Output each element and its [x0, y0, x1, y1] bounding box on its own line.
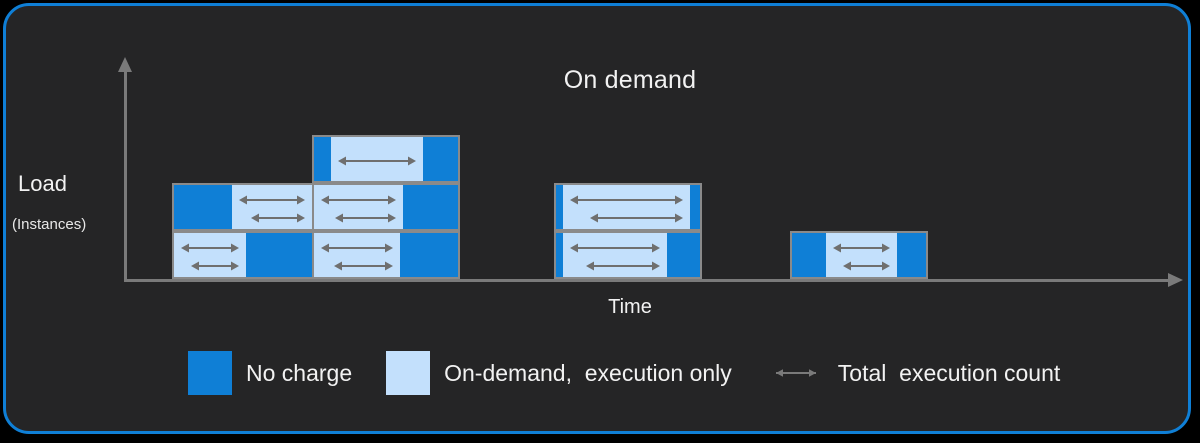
segment-no-charge — [792, 233, 826, 277]
segment-no-charge — [556, 185, 563, 229]
instance-block — [312, 231, 460, 279]
instance-block — [554, 231, 702, 279]
chart-title: On demand — [563, 66, 697, 94]
instance-block — [172, 231, 314, 279]
instance-block — [312, 183, 460, 231]
arrow-up-icon — [118, 57, 132, 72]
execution-count-arrows — [833, 243, 890, 271]
segment-no-charge — [314, 137, 331, 181]
legend-item-on-demand: On-demand, execution only — [386, 351, 732, 395]
arrow-right-icon — [1168, 273, 1183, 287]
x-axis-label: Time — [608, 296, 652, 318]
segment-on-demand — [826, 233, 897, 277]
legend-swatch-no-charge — [188, 351, 232, 395]
legend-item-no-charge: No charge — [188, 351, 352, 395]
double-arrow-icon — [775, 369, 816, 377]
legend-item-execution-count: Total execution count — [766, 360, 1060, 387]
instance-block — [790, 231, 928, 279]
instance-block — [554, 183, 702, 231]
legend-label-no-charge: No charge — [246, 359, 353, 386]
execution-count-arrows — [239, 195, 305, 223]
segment-on-demand — [563, 233, 667, 277]
segment-on-demand — [563, 185, 690, 229]
chart-legend: No charge On-demand, execution only Tota… — [188, 350, 1094, 396]
segment-on-demand — [232, 185, 312, 229]
y-axis-sublabel: (Instances) — [12, 216, 87, 233]
segment-on-demand — [174, 233, 246, 277]
y-axis-line — [124, 70, 127, 282]
segment-no-charge — [556, 233, 563, 277]
segment-on-demand — [331, 137, 423, 181]
x-axis-line — [124, 279, 1170, 282]
execution-count-arrows — [321, 195, 396, 223]
legend-label-execution-count: Total execution count — [837, 359, 1061, 386]
instance-block — [312, 135, 460, 183]
legend-label-on-demand: On-demand, execution only — [444, 359, 732, 386]
instance-block — [172, 183, 314, 231]
execution-count-arrows — [570, 243, 660, 271]
execution-count-arrows — [570, 195, 683, 223]
execution-count-arrows — [181, 243, 239, 271]
segment-no-charge — [174, 185, 232, 229]
legend-swatch-on-demand — [386, 351, 431, 395]
execution-count-arrows — [338, 156, 416, 166]
execution-count-arrows — [321, 243, 393, 271]
y-axis-label: Load — [18, 171, 67, 196]
